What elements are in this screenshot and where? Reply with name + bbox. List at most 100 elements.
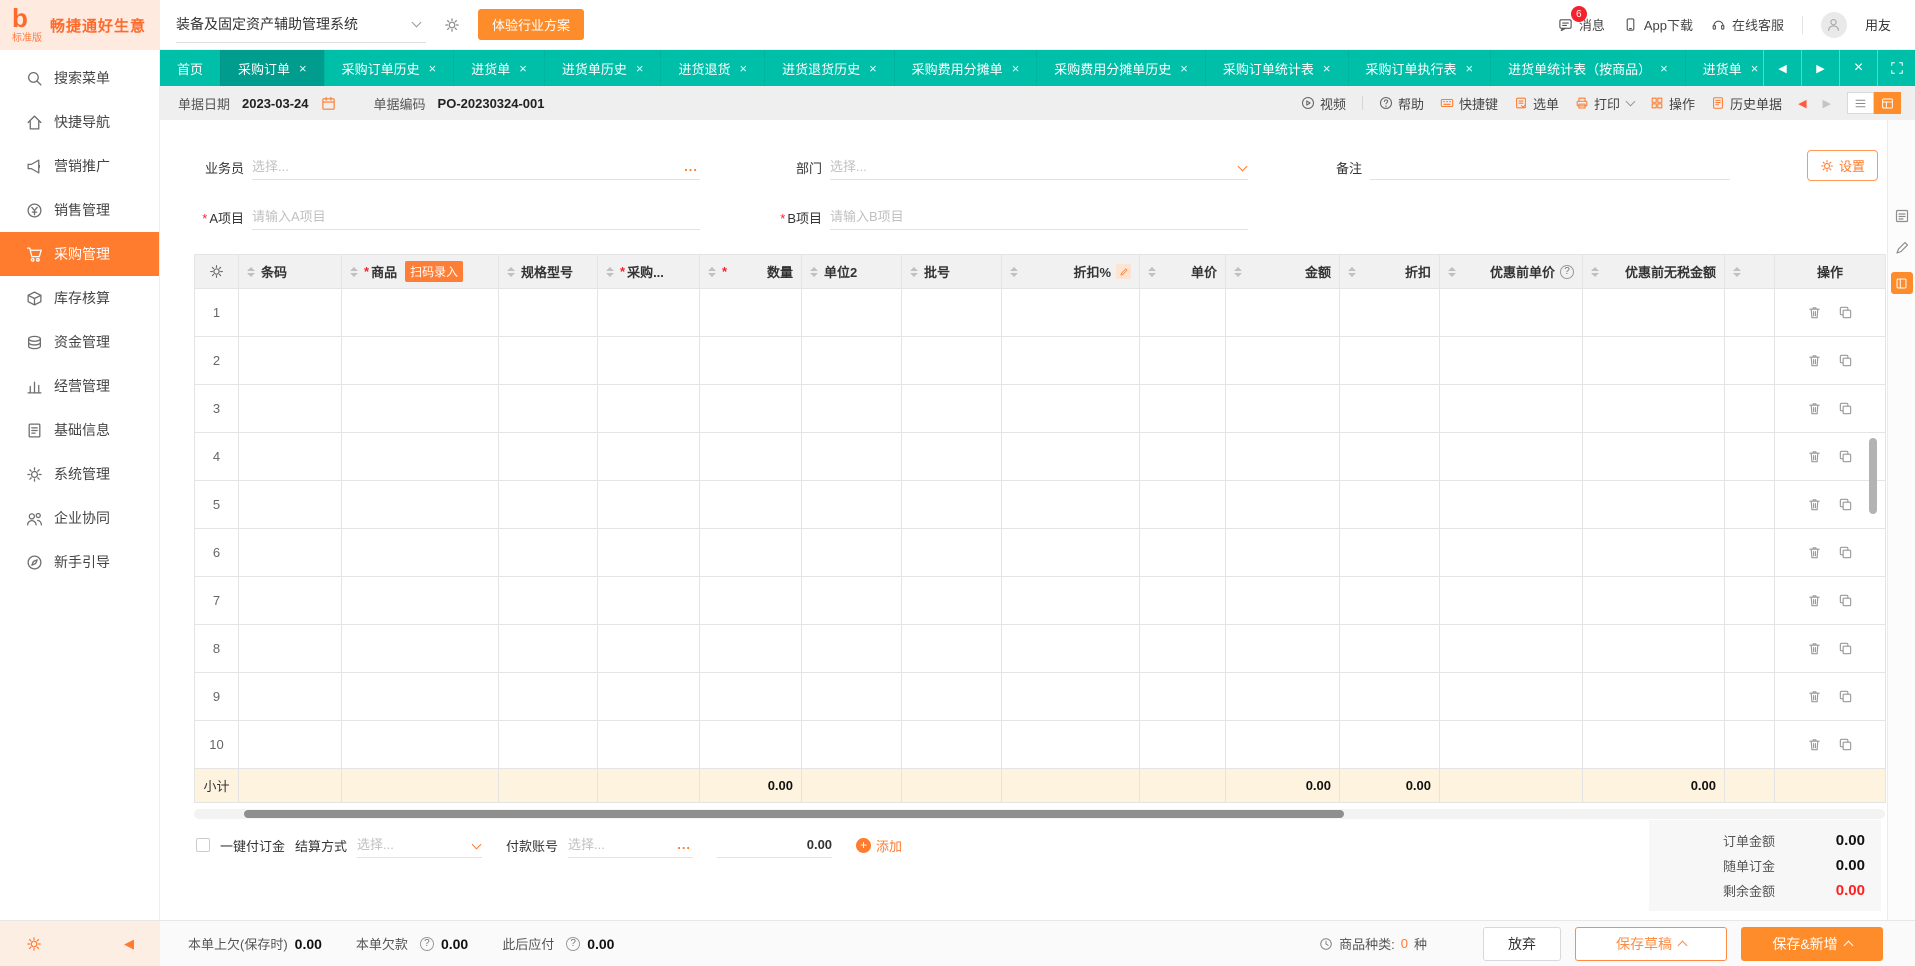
cell-unit2[interactable]	[801, 288, 902, 337]
cell-discount[interactable]	[1339, 288, 1440, 337]
column-header-discount-pct[interactable]: 折扣%	[1001, 254, 1140, 289]
cell-discount[interactable]	[1339, 624, 1440, 673]
cell-spec[interactable]	[498, 624, 598, 673]
column-header-barcode[interactable]: 条码	[238, 254, 342, 289]
tabs-scroll-left-button[interactable]: ◀	[1763, 50, 1801, 86]
cell-discount-pct[interactable]	[1001, 624, 1140, 673]
toolbar-action-video[interactable]: 视频	[1301, 94, 1346, 113]
avatar[interactable]	[1820, 11, 1847, 38]
cell-pre-discount-price[interactable]	[1439, 336, 1583, 385]
cell-purchase-price[interactable]	[597, 528, 700, 577]
copy-row-icon[interactable]	[1838, 353, 1853, 368]
tab-close-icon[interactable]: ×	[1660, 60, 1668, 76]
cell-spec[interactable]	[498, 336, 598, 385]
sidebar-item-guide[interactable]: 新手引导	[0, 540, 159, 584]
cell-extra[interactable]	[1724, 672, 1775, 721]
help-circle-icon[interactable]: ?	[419, 936, 434, 951]
sidebar-item-marketing[interactable]: 营销推广	[0, 144, 159, 188]
sort-icon[interactable]	[1010, 266, 1018, 277]
cell-purchase-price[interactable]	[597, 480, 700, 529]
delete-row-icon[interactable]	[1807, 353, 1822, 368]
messages-button[interactable]: 消息 6	[1558, 6, 1605, 34]
cell-pre-discount-notax[interactable]	[1582, 384, 1725, 433]
cell-pre-discount-price[interactable]	[1439, 624, 1583, 673]
cell-barcode[interactable]	[238, 528, 342, 577]
settings-gear-icon[interactable]	[444, 17, 460, 33]
tabs-scroll-right-button[interactable]: ▶	[1801, 50, 1839, 86]
cell-amount[interactable]	[1225, 528, 1340, 577]
delete-row-icon[interactable]	[1807, 593, 1822, 608]
cell-amount[interactable]	[1225, 672, 1340, 721]
column-header-amount[interactable]: 金额	[1225, 254, 1340, 289]
cell-pre-discount-price[interactable]	[1439, 576, 1583, 625]
cell-spec[interactable]	[498, 528, 598, 577]
cell-discount-pct[interactable]	[1001, 384, 1140, 433]
sidebar-item-search-menu[interactable]: 搜索菜单	[0, 56, 159, 100]
sort-icon[interactable]	[507, 266, 515, 277]
cell-pre-discount-notax[interactable]	[1582, 288, 1725, 337]
pay-account-input[interactable]	[568, 832, 694, 857]
app-download-button[interactable]: App下载	[1623, 15, 1693, 34]
cell-extra[interactable]	[1724, 288, 1775, 337]
copy-row-icon[interactable]	[1838, 593, 1853, 608]
cell-unit2[interactable]	[801, 720, 902, 769]
cell-unit2[interactable]	[801, 528, 902, 577]
toolbar-action-pick-order[interactable]: 选单	[1514, 94, 1559, 113]
system-select[interactable]: 装备及固定资产辅助管理系统	[176, 6, 426, 43]
cell-extra[interactable]	[1724, 576, 1775, 625]
cell-discount-pct[interactable]	[1001, 576, 1140, 625]
column-header-extra[interactable]	[1724, 254, 1775, 289]
tabs-close-all-button[interactable]: ×	[1839, 50, 1877, 86]
delete-row-icon[interactable]	[1807, 497, 1822, 512]
list-view-toggle[interactable]	[1847, 92, 1874, 114]
cell-unit-price[interactable]	[1139, 288, 1226, 337]
cell-unit-price[interactable]	[1139, 384, 1226, 433]
cell-extra[interactable]	[1724, 432, 1775, 481]
cell-barcode[interactable]	[238, 672, 342, 721]
cell-amount[interactable]	[1225, 432, 1340, 481]
cell-qty[interactable]	[699, 432, 802, 481]
cell-batch-no[interactable]	[901, 288, 1002, 337]
remark-input[interactable]	[1370, 154, 1730, 179]
cell-amount[interactable]	[1225, 336, 1340, 385]
cell-unit-price[interactable]	[1139, 672, 1226, 721]
cell-unit-price[interactable]	[1139, 528, 1226, 577]
cell-unit2[interactable]	[801, 384, 902, 433]
cell-unit2[interactable]	[801, 672, 902, 721]
save-draft-button[interactable]: 保存草稿	[1575, 926, 1727, 961]
cell-discount-pct[interactable]	[1001, 336, 1140, 385]
grid-settings-button[interactable]: 设置	[1806, 150, 1878, 181]
copy-row-icon[interactable]	[1838, 689, 1853, 704]
sort-icon[interactable]	[910, 266, 918, 277]
cell-product[interactable]	[341, 336, 499, 385]
cell-discount-pct[interactable]	[1001, 288, 1140, 337]
cell-unit-price[interactable]	[1139, 432, 1226, 481]
cell-pre-discount-price[interactable]	[1439, 384, 1583, 433]
sidebar-item-system[interactable]: 系统管理	[0, 452, 159, 496]
delete-row-icon[interactable]	[1807, 449, 1822, 464]
cell-discount[interactable]	[1339, 528, 1440, 577]
cell-amount[interactable]	[1225, 384, 1340, 433]
column-header-product[interactable]: * 商品 扫码录入	[341, 254, 499, 289]
save-and-new-button[interactable]: 保存&新增	[1741, 926, 1883, 961]
cell-qty[interactable]	[699, 384, 802, 433]
discard-button[interactable]: 放弃	[1483, 926, 1561, 961]
cell-product[interactable]	[341, 576, 499, 625]
cell-discount-pct[interactable]	[1001, 720, 1140, 769]
tab-close-icon[interactable]: ×	[635, 60, 644, 76]
column-header-pre-discount-notax[interactable]: 优惠前无税金额	[1582, 254, 1725, 289]
add-payment-button[interactable]: + 添加	[856, 836, 902, 855]
cell-pre-discount-price[interactable]	[1439, 432, 1583, 481]
tab-purchase-fee-allocation[interactable]: 采购费用分摊单 ×	[893, 50, 1037, 86]
project-b-input[interactable]	[830, 204, 1248, 229]
cell-batch-no[interactable]	[901, 672, 1002, 721]
cell-unit-price[interactable]	[1139, 480, 1226, 529]
pay-account-picker-icon[interactable]: ...	[677, 836, 692, 852]
cell-discount[interactable]	[1339, 432, 1440, 481]
toolbar-action-history-docs[interactable]: 历史单据	[1711, 94, 1782, 113]
cell-barcode[interactable]	[238, 624, 342, 673]
sidebar-item-purchase[interactable]: 采购管理	[0, 232, 159, 276]
cell-purchase-price[interactable]	[597, 720, 700, 769]
cell-qty[interactable]	[699, 672, 802, 721]
cell-product[interactable]	[341, 288, 499, 337]
